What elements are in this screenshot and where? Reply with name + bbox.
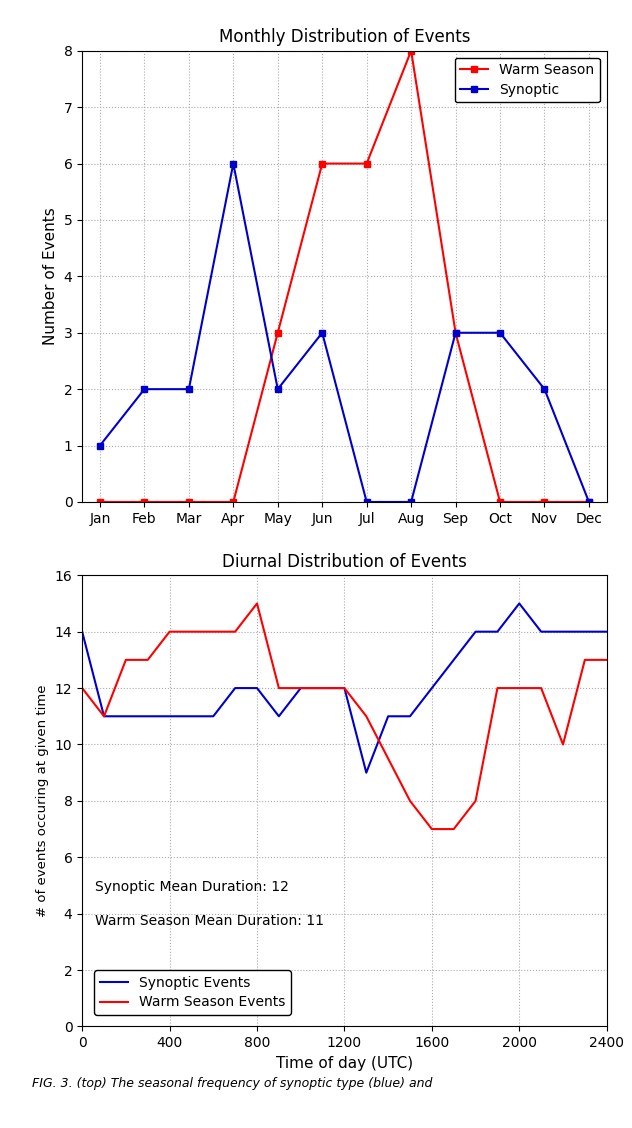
Synoptic [229,157,237,170]
Synoptic Events [516,597,523,610]
Synoptic Events [581,625,588,638]
Synoptic Events [471,625,480,638]
Synoptic [319,326,326,340]
Synoptic Events [166,710,173,723]
Synoptic Events [406,710,414,723]
Warm Season Events [516,681,523,695]
Synoptic [541,382,549,396]
Warm Season Events [253,597,261,610]
Synoptic Events [188,710,195,723]
Synoptic Events [100,710,108,723]
Text: Warm Season Mean Duration: 11: Warm Season Mean Duration: 11 [95,914,324,928]
Text: FIG. 3. (top) The seasonal frequency of synoptic type (blue) and: FIG. 3. (top) The seasonal frequency of … [32,1077,432,1091]
Warm Season [319,157,326,170]
Warm Season [274,326,281,340]
Warm Season Events [581,653,588,667]
Synoptic Events [253,681,261,695]
Warm Season [140,495,148,509]
Text: Synoptic Mean Duration: 12: Synoptic Mean Duration: 12 [95,880,289,895]
Warm Season [363,157,370,170]
Warm Season Events [319,681,326,695]
Warm Season [229,495,237,509]
Title: Diurnal Distribution of Events: Diurnal Distribution of Events [222,553,467,571]
Synoptic [585,495,593,509]
Warm Season [96,495,104,509]
Warm Season Events [297,681,305,695]
Warm Season Events [384,751,392,765]
Warm Season Events [275,681,283,695]
Warm Season Events [494,681,501,695]
Warm Season Events [559,738,567,751]
Synoptic Events [537,625,545,638]
Warm Season Events [406,794,414,808]
Line: Warm Season Events: Warm Season Events [82,603,607,829]
Synoptic Events [428,681,435,695]
Warm Season Events [210,625,217,638]
Synoptic Events [363,766,370,779]
Synoptic Events [450,653,458,667]
Warm Season Events [450,822,458,836]
Legend: Warm Season, Synoptic: Warm Season, Synoptic [454,58,600,103]
Warm Season Events [144,653,152,667]
Synoptic Events [559,625,567,638]
Synoptic [140,382,148,396]
Warm Season Events [341,681,348,695]
Line: Warm Season: Warm Season [97,47,592,505]
Synoptic Events [384,710,392,723]
Synoptic Events [603,625,611,638]
Synoptic Events [144,710,152,723]
Synoptic Events [297,681,305,695]
Synoptic [185,382,193,396]
Warm Season [496,495,504,509]
Warm Season [541,495,549,509]
Warm Season Events [188,625,195,638]
Warm Season Events [603,653,611,667]
Line: Synoptic: Synoptic [97,160,592,505]
Legend: Synoptic Events, Warm Season Events: Synoptic Events, Warm Season Events [94,970,291,1015]
Warm Season Events [537,681,545,695]
Warm Season Events [100,710,108,723]
Warm Season Events [363,710,370,723]
Y-axis label: Number of Events: Number of Events [43,208,58,345]
Warm Season Events [231,625,239,638]
Synoptic Events [494,625,501,638]
Synoptic [408,495,415,509]
Title: Monthly Distribution of Events: Monthly Distribution of Events [219,28,470,46]
Synoptic [96,439,104,452]
Warm Season [185,495,193,509]
Line: Synoptic Events: Synoptic Events [82,603,607,773]
Synoptic Events [122,710,130,723]
Warm Season Events [166,625,173,638]
Synoptic [452,326,459,340]
Synoptic Events [275,710,283,723]
Synoptic Events [341,681,348,695]
Synoptic Events [231,681,239,695]
X-axis label: Time of day (UTC): Time of day (UTC) [276,1056,413,1070]
Synoptic Events [319,681,326,695]
Warm Season Events [428,822,435,836]
Warm Season Events [122,653,130,667]
Synoptic Events [78,625,86,638]
Warm Season [408,44,415,58]
Y-axis label: # of events occuring at given time: # of events occuring at given time [36,685,49,917]
Synoptic [363,495,370,509]
Warm Season Events [471,794,480,808]
Synoptic [496,326,504,340]
Warm Season [452,326,459,340]
Synoptic Events [210,710,217,723]
Warm Season Events [78,681,86,695]
Synoptic [274,382,281,396]
Warm Season [585,495,593,509]
